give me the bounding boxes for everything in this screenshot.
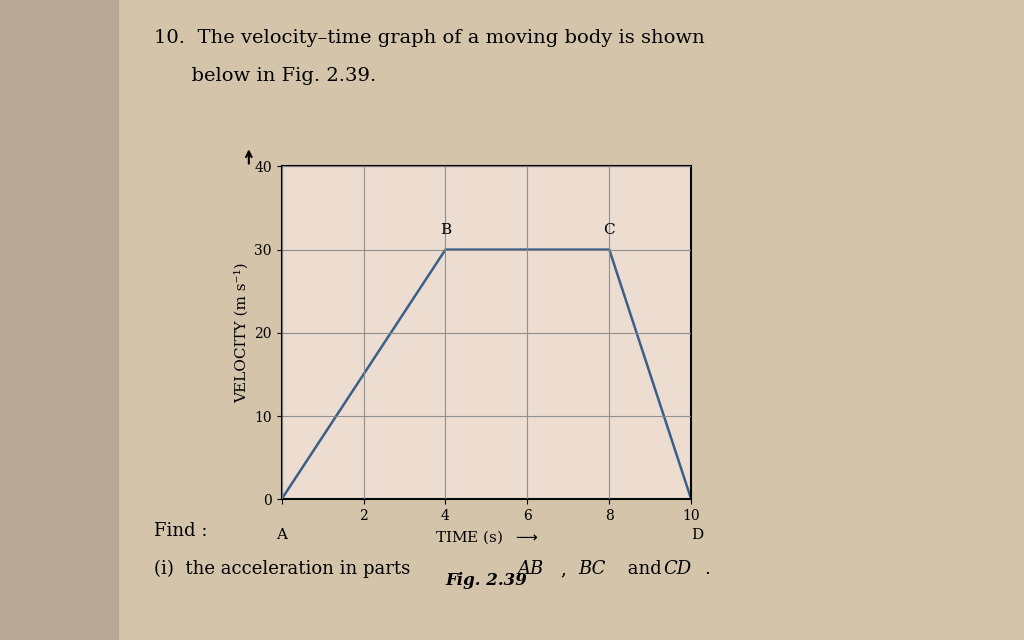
Text: 10.  The velocity–time graph of a moving body is shown: 10. The velocity–time graph of a moving … (154, 29, 705, 47)
Y-axis label: VELOCITY (m s⁻¹): VELOCITY (m s⁻¹) (234, 262, 249, 403)
Text: A: A (276, 529, 287, 542)
Text: .: . (705, 560, 711, 578)
X-axis label: TIME (s)  $\longrightarrow$: TIME (s) $\longrightarrow$ (435, 529, 538, 546)
Text: (i)  the acceleration in parts: (i) the acceleration in parts (154, 560, 416, 579)
Text: ,: , (561, 560, 572, 578)
Text: below in Fig. 2.39.: below in Fig. 2.39. (154, 67, 376, 85)
Text: AB: AB (517, 560, 544, 578)
Text: and: and (622, 560, 667, 578)
Text: B: B (440, 223, 451, 237)
Text: Fig. 2.39: Fig. 2.39 (445, 572, 527, 589)
Text: Find :: Find : (154, 522, 207, 540)
Text: CD: CD (664, 560, 691, 578)
Text: BC: BC (579, 560, 606, 578)
Text: C: C (603, 223, 615, 237)
Text: D: D (691, 529, 703, 542)
